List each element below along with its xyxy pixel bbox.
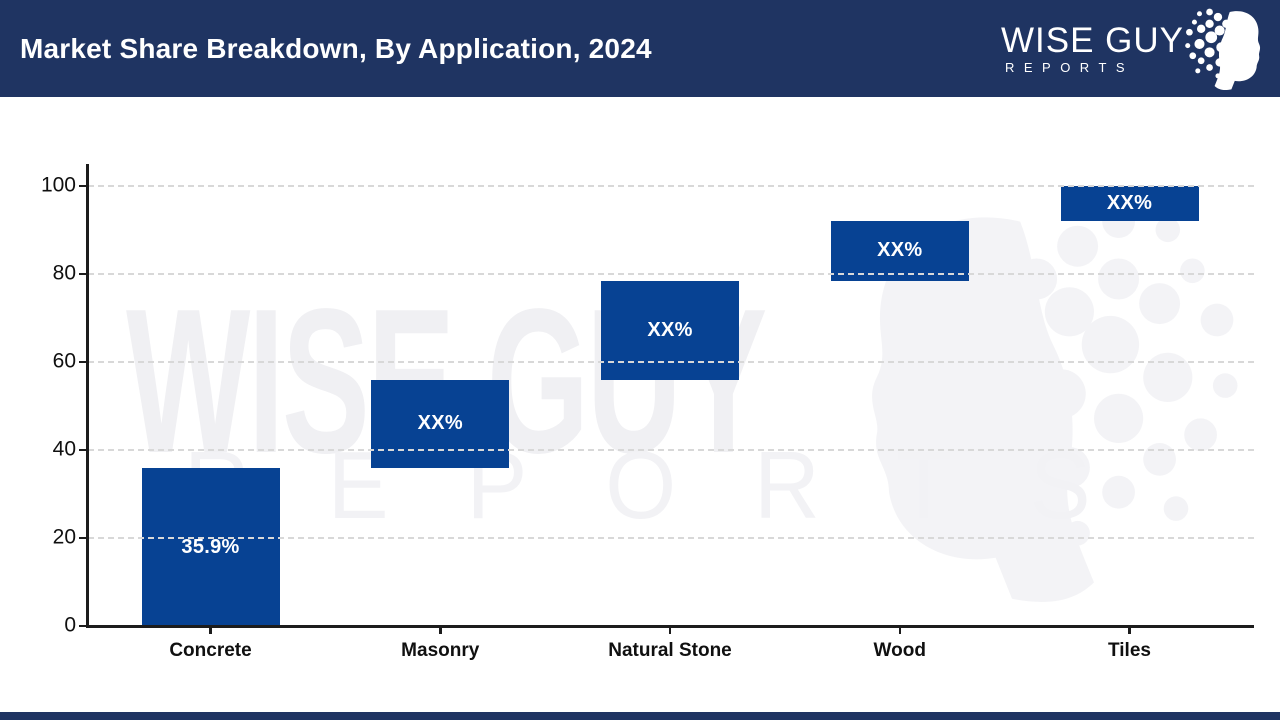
gridline (88, 449, 1254, 451)
y-tick-mark (79, 184, 87, 188)
gridline (88, 185, 1254, 187)
bar-value-label: XX% (1106, 192, 1153, 215)
y-tick-mark (79, 624, 87, 628)
x-label-masonry: Masonry (401, 640, 480, 661)
gridline (88, 273, 1254, 275)
x-label-natural-stone: Natural Stone (608, 640, 732, 661)
y-tick-label: 20 (52, 525, 76, 549)
x-tick-mark (668, 627, 672, 634)
y-tick-label: 40 (52, 437, 76, 461)
bar-value-label: XX% (877, 239, 923, 262)
x-axis-line (86, 625, 1254, 628)
y-axis-line (86, 164, 89, 627)
bar-concrete: 35.9% (141, 468, 280, 626)
y-tick-mark (79, 360, 87, 364)
gridline (88, 537, 1254, 539)
x-tick-mark (898, 627, 901, 634)
bar-natural-stone: XX% (601, 280, 739, 380)
bar-value-label: 35.9% (181, 535, 240, 558)
x-label-wood: Wood (873, 640, 926, 661)
brand-name: WISE GUY (1000, 21, 1184, 60)
x-label-concrete: Concrete (169, 640, 252, 661)
y-tick-mark (79, 536, 87, 540)
x-tick-mark (1128, 627, 1131, 634)
y-tick-label: 60 (52, 349, 76, 373)
logo-head-icon (1185, 8, 1261, 90)
header-bar: Market Share Breakdown, By Application, … (0, 0, 1280, 97)
x-label-tiles: Tiles (1108, 640, 1151, 661)
page-title: Market Share Breakdown, By Application, … (20, 32, 652, 64)
bar-value-label: XX% (647, 318, 693, 341)
gridline (88, 361, 1254, 363)
y-tick-label: 80 (52, 261, 76, 285)
y-tick-label: 0 (64, 613, 76, 637)
x-tick-mark (209, 627, 212, 634)
x-tick-mark (439, 627, 442, 634)
y-tick-mark (79, 272, 87, 276)
bar-tiles: XX% (1060, 186, 1199, 222)
footer-bar (0, 712, 1280, 720)
y-tick-mark (79, 448, 87, 452)
y-tick-label: 100 (40, 173, 76, 197)
bar-masonry: XX% (371, 379, 510, 469)
bar-wood: XX% (830, 221, 969, 281)
brand-logo: WISE GUY REPORTS (1001, 7, 1266, 91)
bar-value-label: XX% (417, 412, 463, 435)
brand-subname: REPORTS (1004, 60, 1135, 75)
brand-logo-text: WISE GUY REPORTS (1001, 23, 1184, 74)
